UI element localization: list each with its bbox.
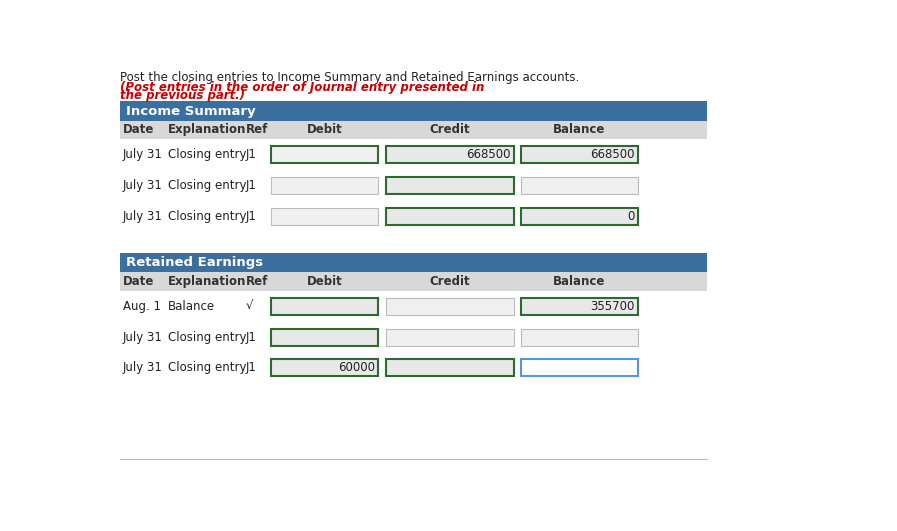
Bar [521,208,638,225]
Text: J1: J1 [246,148,257,161]
Text: July 31: July 31 [123,362,163,374]
Text: Credit: Credit [430,275,470,288]
Text: Date: Date [123,123,154,136]
Text: July 31: July 31 [123,179,163,192]
Bar [120,322,708,353]
Bar [120,121,708,139]
Bar [386,359,514,376]
Text: √: √ [246,300,253,313]
Text: Post the closing entries to Income Summary and Retained Earnings accounts.: Post the closing entries to Income Summa… [120,72,579,84]
Bar [521,146,638,163]
Bar [386,177,514,194]
Text: Ref: Ref [246,123,268,136]
Bar [521,359,638,376]
Text: 355700: 355700 [590,300,634,313]
Bar [386,208,514,225]
Text: J1: J1 [246,210,257,222]
Text: Closing entry: Closing entry [168,362,247,374]
Text: Debit: Debit [307,275,343,288]
Text: Balance: Balance [168,300,215,313]
Text: Closing entry: Closing entry [168,148,247,161]
Text: Income Summary: Income Summary [126,105,256,117]
Bar [120,139,708,170]
Bar [120,170,708,201]
Bar [386,146,514,163]
Bar [271,298,378,315]
Text: Closing entry: Closing entry [168,179,247,192]
Bar [271,146,378,163]
Bar [521,177,638,194]
Text: Explanation: Explanation [168,275,247,288]
Text: Ref: Ref [246,275,268,288]
Bar [271,359,378,376]
Text: 0: 0 [627,210,634,222]
Bar [271,329,378,346]
Text: the previous part.): the previous part.) [120,89,245,102]
Text: Closing entry: Closing entry [168,210,247,222]
Bar [120,253,708,272]
Text: Explanation: Explanation [168,123,247,136]
Text: 60000: 60000 [338,362,375,374]
Bar [521,298,638,315]
Text: Closing entry: Closing entry [168,331,247,344]
Text: Balance: Balance [553,123,605,136]
Bar [120,101,708,121]
Text: Balance: Balance [553,275,605,288]
Bar [120,201,708,232]
Text: Aug. 1: Aug. 1 [123,300,161,313]
Text: July 31: July 31 [123,331,163,344]
Text: J1: J1 [246,362,257,374]
Bar [386,298,514,315]
Text: (Post entries in the order of Journal entry presented in: (Post entries in the order of Journal en… [120,81,484,93]
Text: July 31: July 31 [123,148,163,161]
Bar [521,329,638,346]
Text: 668500: 668500 [590,148,634,161]
Bar [271,208,378,225]
Bar [271,177,378,194]
Text: 668500: 668500 [466,148,510,161]
Text: J1: J1 [246,331,257,344]
Bar [386,329,514,346]
Bar [120,353,708,383]
Bar [120,291,708,322]
Text: July 31: July 31 [123,210,163,222]
Text: Retained Earnings: Retained Earnings [126,256,263,269]
Bar [120,272,708,291]
Text: Credit: Credit [430,123,470,136]
Text: Date: Date [123,275,154,288]
Text: Debit: Debit [307,123,343,136]
Text: J1: J1 [246,179,257,192]
